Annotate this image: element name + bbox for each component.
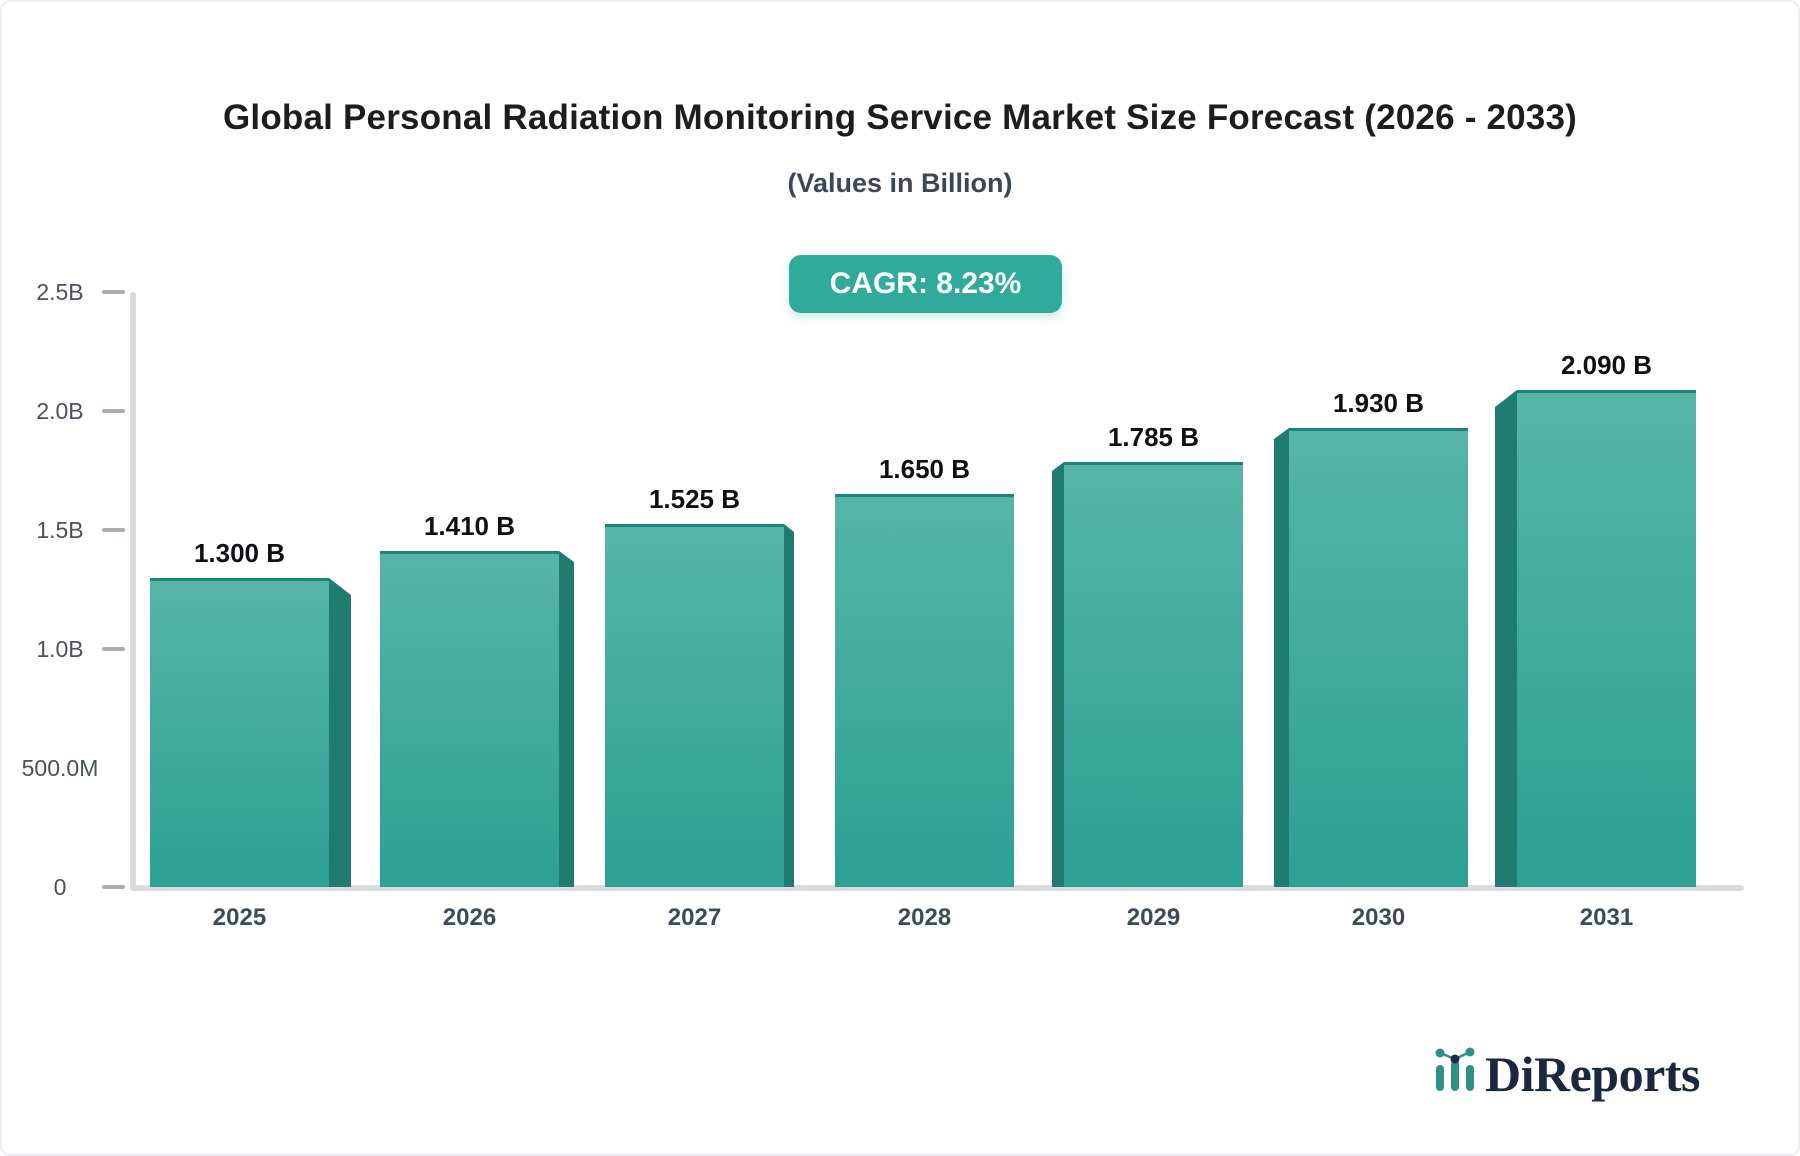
y-axis-label: 2.5B	[36, 279, 84, 305]
bar-side-face-2030	[1274, 428, 1289, 887]
bar-value-label-2026: 1.410 B	[423, 511, 516, 541]
y-axis-tick	[102, 409, 125, 413]
x-axis-label-2028: 2028	[897, 904, 952, 931]
bar-side-face-2031	[1495, 390, 1517, 887]
chart-title: Global Personal Radiation Monitoring Ser…	[222, 98, 1577, 137]
bar-value-label-2030: 1.930 B	[1332, 388, 1425, 418]
y-axis-label: 0	[53, 874, 67, 900]
x-axis-label-2027: 2027	[667, 904, 722, 931]
bar-side-face-2027	[784, 524, 794, 887]
x-axis-label-2029: 2029	[1126, 904, 1181, 931]
bar-chart-logo-icon	[1435, 1047, 1475, 1091]
x-axis-label-2026: 2026	[442, 904, 497, 931]
bar-side-face-2025	[329, 578, 351, 887]
y-axis-tick	[102, 528, 125, 532]
brand-logo-text: DiReports	[1485, 1046, 1700, 1102]
y-axis-tick	[102, 290, 125, 294]
brand-logo: DiReports	[1435, 1042, 1700, 1102]
cagr-badge: CAGR: 8.23%	[789, 255, 1062, 313]
bar-2027	[605, 524, 784, 887]
y-axis-label: 1.0B	[36, 636, 84, 662]
x-axis-label-2031: 2031	[1579, 904, 1634, 931]
y-axis-label: 2.0B	[36, 398, 84, 424]
bar-2031	[1517, 390, 1696, 887]
y-axis-tick	[102, 647, 125, 651]
x-axis-label-2025: 2025	[212, 904, 267, 931]
y-axis-tick	[102, 885, 125, 889]
y-axis-label: 500.0M	[21, 755, 99, 781]
x-axis-label-2030: 2030	[1351, 904, 1406, 931]
bar-side-face-2026	[559, 551, 574, 887]
bar-2030	[1289, 428, 1468, 887]
bar-2029	[1064, 462, 1243, 887]
bar-value-label-2025: 1.300 B	[193, 538, 286, 568]
chart-subtitle: (Values in Billion)	[787, 168, 1013, 198]
x-axis-line	[130, 885, 1744, 891]
bar-value-label-2031: 2.090 B	[1560, 350, 1653, 380]
y-axis-line	[130, 292, 136, 890]
bar-2026	[380, 551, 559, 887]
bar-2028	[835, 494, 1014, 887]
bar-value-label-2029: 1.785 B	[1107, 422, 1200, 452]
bar-value-label-2027: 1.525 B	[648, 484, 741, 514]
y-axis-label: 1.5B	[36, 517, 84, 543]
bar-value-label-2028: 1.650 B	[878, 454, 971, 484]
bar-2025	[150, 578, 329, 887]
bar-side-face-2029	[1052, 462, 1064, 887]
